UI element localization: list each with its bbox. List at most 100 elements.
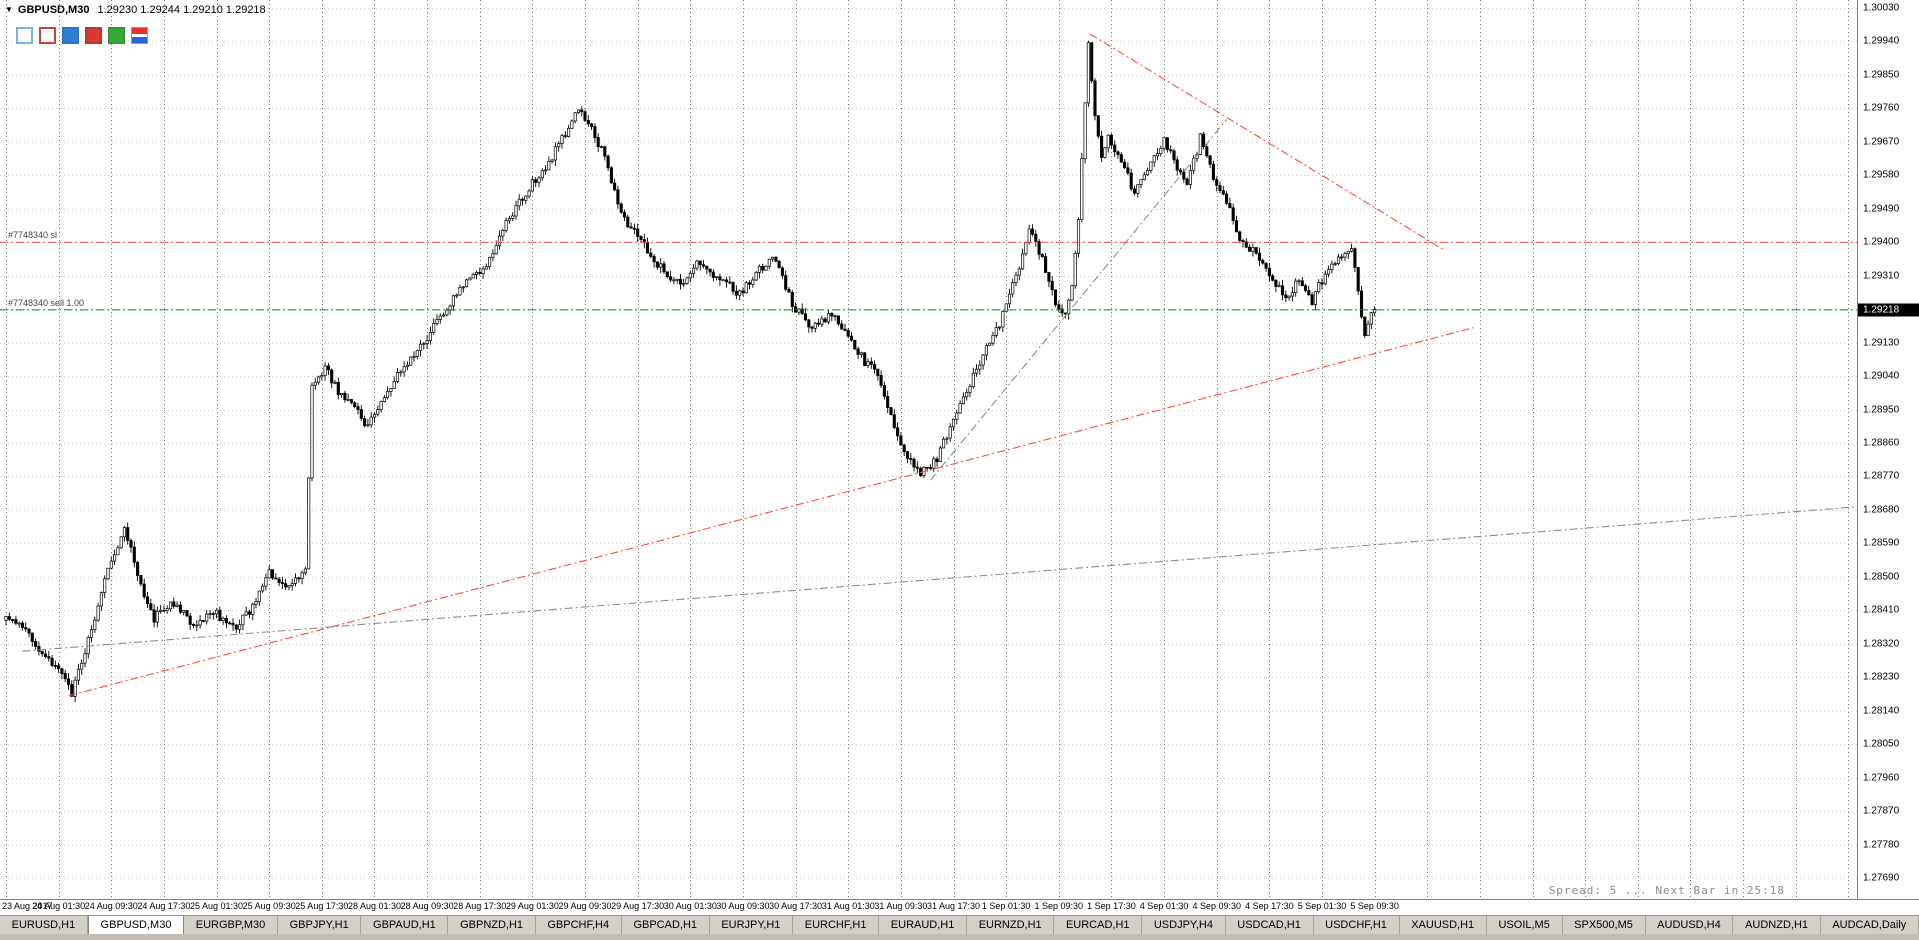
symbol-tab-spx500[interactable]: SPX500,M5 [1562,916,1646,934]
color-swatch-toolbar [16,27,148,44]
price-axis-label: 1.29670 [1863,136,1900,148]
chart-dropdown-icon[interactable]: ▼ [5,5,13,14]
symbol-tab-audnzd[interactable]: AUDNZD,H1 [1733,916,1821,934]
price-axis-label: 1.28770 [1863,470,1900,482]
time-axis-label: 5 Sep 09:30 [1350,901,1399,911]
time-axis-label: 1 Sep 01:30 [981,901,1031,911]
price-axis-label: 1.28680 [1863,504,1900,516]
symbol-tab-gbpnzd[interactable]: GBPNZD,H1 [448,916,536,934]
time-axis-label: 25 Aug 01:30 [190,901,244,911]
chart-symbol-label: GBPUSD,M30 [17,4,90,16]
price-axis-label: 1.28950 [1863,404,1900,416]
chart-ohlc-values: 1.29230 1.29244 1.29210 1.29218 [97,4,266,16]
chart-tabs-bar: EURUSD,H1 GBPUSD,M30 EURGBP,M30 GBPJPY,H1 GB… [0,915,1919,934]
spread-nextbar-status: Spread: 5 ... Next Bar in 25:18 [1548,884,1785,897]
symbol-tab-usdcad[interactable]: USDCAD,H1 [1225,916,1314,934]
symbol-tab-eurusd[interactable]: EURUSD,H1 [0,916,88,934]
time-axis-label: 29 Aug 09:30 [558,901,612,911]
outline-blue-swatch[interactable] [16,27,33,44]
time-axis-label: 31 Aug 01:30 [821,901,875,911]
price-axis-label: 1.29760 [1863,102,1900,114]
time-axis-label: 29 Aug 01:30 [505,901,559,911]
red-swatch[interactable] [85,27,102,44]
gray-ascending-shallow-trendline[interactable] [22,506,1857,652]
gray-ascending-steep-trendline[interactable] [930,119,1228,481]
time-axis-label: 29 Aug 17:30 [611,901,665,911]
price-axis-label: 1.28590 [1863,537,1900,549]
price-axis-label: 1.29490 [1863,203,1900,215]
time-axis-label: 30 Aug 09:30 [716,901,770,911]
symbol-tab-eurgbp[interactable]: EURGBP,M30 [184,916,278,934]
price-axis-label: 1.27870 [1863,805,1900,817]
time-axis-label: 25 Aug 17:30 [295,901,349,911]
current-price-badge: 1.29218 [1858,303,1919,317]
symbol-tab-usdchf[interactable]: USDCHF,H1 [1313,916,1400,934]
time-axis-label: 24 Aug 01:30 [32,901,86,911]
symbol-tab-eurnzd[interactable]: EURNZD,H1 [967,916,1055,934]
outline-red-swatch[interactable] [39,27,56,44]
price-axis-label: 1.29580 [1863,169,1900,181]
symbol-tab-gbpjpy[interactable]: GBPJPY,H1 [277,916,362,934]
blue-swatch[interactable] [62,27,79,44]
symbol-tab-eurcad[interactable]: EURCAD,H1 [1054,916,1143,934]
symbol-tab-eurchf[interactable]: EURCHF,H1 [793,916,880,934]
time-axis-label: 23 Aug 2017 [2,901,53,911]
symbol-tab-usoil[interactable]: USOIL,M5 [1486,916,1563,934]
time-axis-label: 1 Sep 09:30 [1034,901,1084,911]
price-chart[interactable]: #7748340 sl #7748340 sell 1.00 [0,0,1857,899]
striped-flag-swatch[interactable] [131,27,148,44]
symbol-tab-gbpaud[interactable]: GBPAUD,H1 [361,916,449,934]
stop-loss-label: #7748340 sl [8,230,57,240]
symbol-tab-gbpusd[interactable]: GBPUSD,M30 [87,916,185,934]
time-axis-label: 28 Aug 01:30 [347,901,401,911]
time-axis-label: 28 Aug 09:30 [400,901,454,911]
price-axis-label: 1.30030 [1863,2,1900,14]
time-axis-label: 30 Aug 17:30 [769,901,823,911]
grid-layer [0,0,1857,899]
price-axis-label: 1.27690 [1863,872,1900,884]
price-axis-label: 1.27960 [1863,772,1900,784]
chart-canvas[interactable]: #7748340 sl #7748340 sell 1.00 ▼ GBPUSD,M3… [0,0,1857,899]
price-axis-label: 1.29040 [1863,370,1900,382]
time-axis-label: 31 Aug 17:30 [926,901,981,911]
time-axis-label: 5 Sep 01:30 [1297,901,1347,911]
price-axis-label: 1.27780 [1863,839,1900,851]
price-axis-label: 1.28050 [1863,738,1900,750]
price-axis-label: 1.29940 [1863,35,1900,47]
price-axis-label: 1.28500 [1863,571,1900,583]
price-axis-label: 1.28410 [1863,604,1900,616]
price-axis-label: 1.29850 [1863,69,1900,81]
symbol-tab-eurjpy[interactable]: EURJPY,H1 [709,916,794,934]
time-axis[interactable]: 23 Aug 2017 24 Aug 01:30 24 Aug 09:30 24 Au… [0,899,1919,915]
symbol-tab-audusd[interactable]: AUDUSD,H4 [1645,916,1734,934]
time-axis-label: 1 Sep 17:30 [1087,901,1136,911]
time-axis-label: 25 Aug 09:30 [242,901,296,911]
price-axis-label: 1.28860 [1863,437,1900,449]
symbol-tab-audcad[interactable]: AUDCAD,Daily [1820,916,1919,934]
price-axis-label: 1.28230 [1863,671,1900,683]
price-axis[interactable]: 1.29218 1.30030 1.29940 1.29850 1.29760 1.29… [1857,0,1919,899]
price-axis-label: 1.28320 [1863,638,1900,650]
time-axis-label: 28 Aug 17:30 [453,901,507,911]
time-axis-label: 30 Aug 01:30 [663,901,717,911]
symbol-tab-usdjpy[interactable]: USDJPY,H4 [1142,916,1226,934]
sell-order-label: #7748340 sell 1.00 [8,298,84,308]
time-axis-label: 4 Sep 01:30 [1139,901,1189,911]
symbol-tab-xauusd[interactable]: XAUUSD,H1 [1399,916,1487,934]
red-ascending-trendline[interactable] [68,327,1474,697]
green-swatch[interactable] [108,27,125,44]
red-descending-trendline[interactable] [1089,33,1444,251]
price-axis-label: 1.28140 [1863,705,1900,717]
time-axis-label: 24 Aug 17:30 [137,901,191,911]
time-axis-label: 4 Sep 17:30 [1245,901,1294,911]
price-axis-label: 1.29130 [1863,337,1900,349]
candles-layer [4,40,1377,703]
price-axis-label: 1.29310 [1863,270,1900,282]
time-axis-label: 24 Aug 09:30 [84,901,138,911]
symbol-tab-gbpcad[interactable]: GBPCAD,H1 [621,916,710,934]
chart-title: ▼ GBPUSD,M30 1.29230 1.29244 1.29210 1.292… [5,4,266,16]
symbol-tab-euraud[interactable]: EURAUD,H1 [879,916,968,934]
symbol-tab-gbpchf[interactable]: GBPCHF,H4 [535,916,622,934]
window-bottom-edge [0,934,1919,940]
